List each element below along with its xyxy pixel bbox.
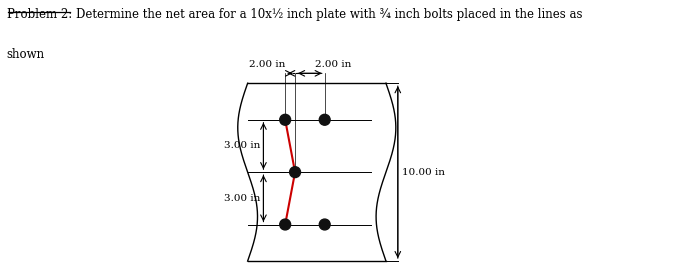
Circle shape: [290, 167, 301, 178]
Circle shape: [319, 219, 330, 230]
Text: Problem 2: Determine the net area for a 10x½ inch plate with ¾ inch bolts placed: Problem 2: Determine the net area for a …: [7, 8, 583, 21]
Text: 2.00 in: 2.00 in: [315, 60, 351, 69]
Text: 3.00 in: 3.00 in: [224, 142, 260, 151]
Text: 2.00 in: 2.00 in: [249, 60, 285, 69]
Text: 10.00 in: 10.00 in: [402, 168, 445, 177]
Text: shown: shown: [7, 48, 45, 61]
Circle shape: [280, 114, 291, 125]
Circle shape: [280, 219, 291, 230]
Circle shape: [319, 114, 330, 125]
Text: 3.00 in: 3.00 in: [224, 194, 260, 203]
